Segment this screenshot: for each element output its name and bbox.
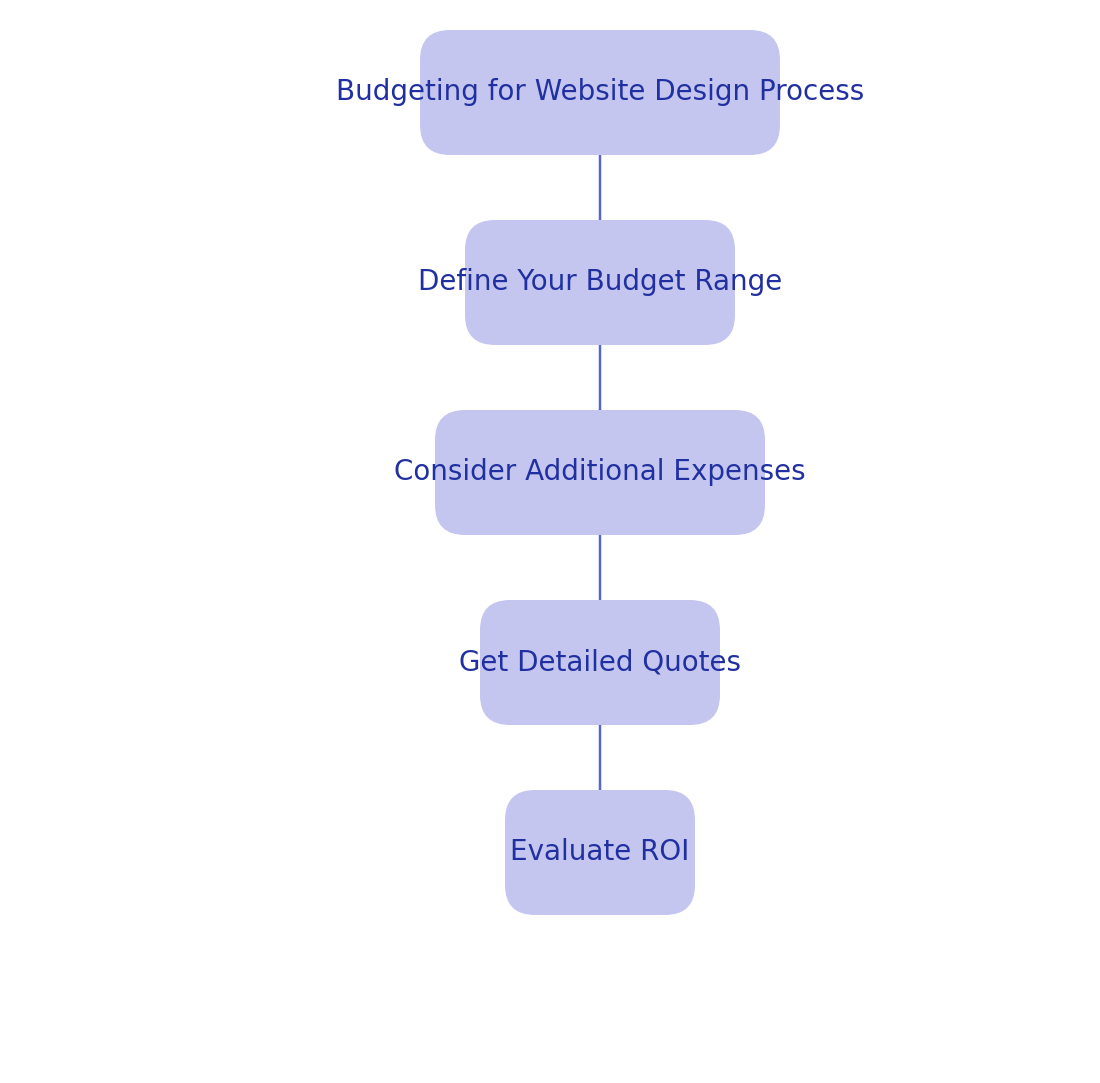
- Text: Define Your Budget Range: Define Your Budget Range: [418, 269, 782, 297]
- FancyBboxPatch shape: [420, 30, 780, 155]
- FancyBboxPatch shape: [434, 410, 764, 535]
- FancyBboxPatch shape: [465, 220, 735, 345]
- Text: Consider Additional Expenses: Consider Additional Expenses: [394, 458, 806, 486]
- FancyBboxPatch shape: [480, 600, 720, 725]
- FancyBboxPatch shape: [505, 790, 695, 915]
- Text: Get Detailed Quotes: Get Detailed Quotes: [459, 649, 741, 677]
- Text: Budgeting for Website Design Process: Budgeting for Website Design Process: [336, 78, 865, 106]
- Text: Evaluate ROI: Evaluate ROI: [510, 838, 690, 866]
